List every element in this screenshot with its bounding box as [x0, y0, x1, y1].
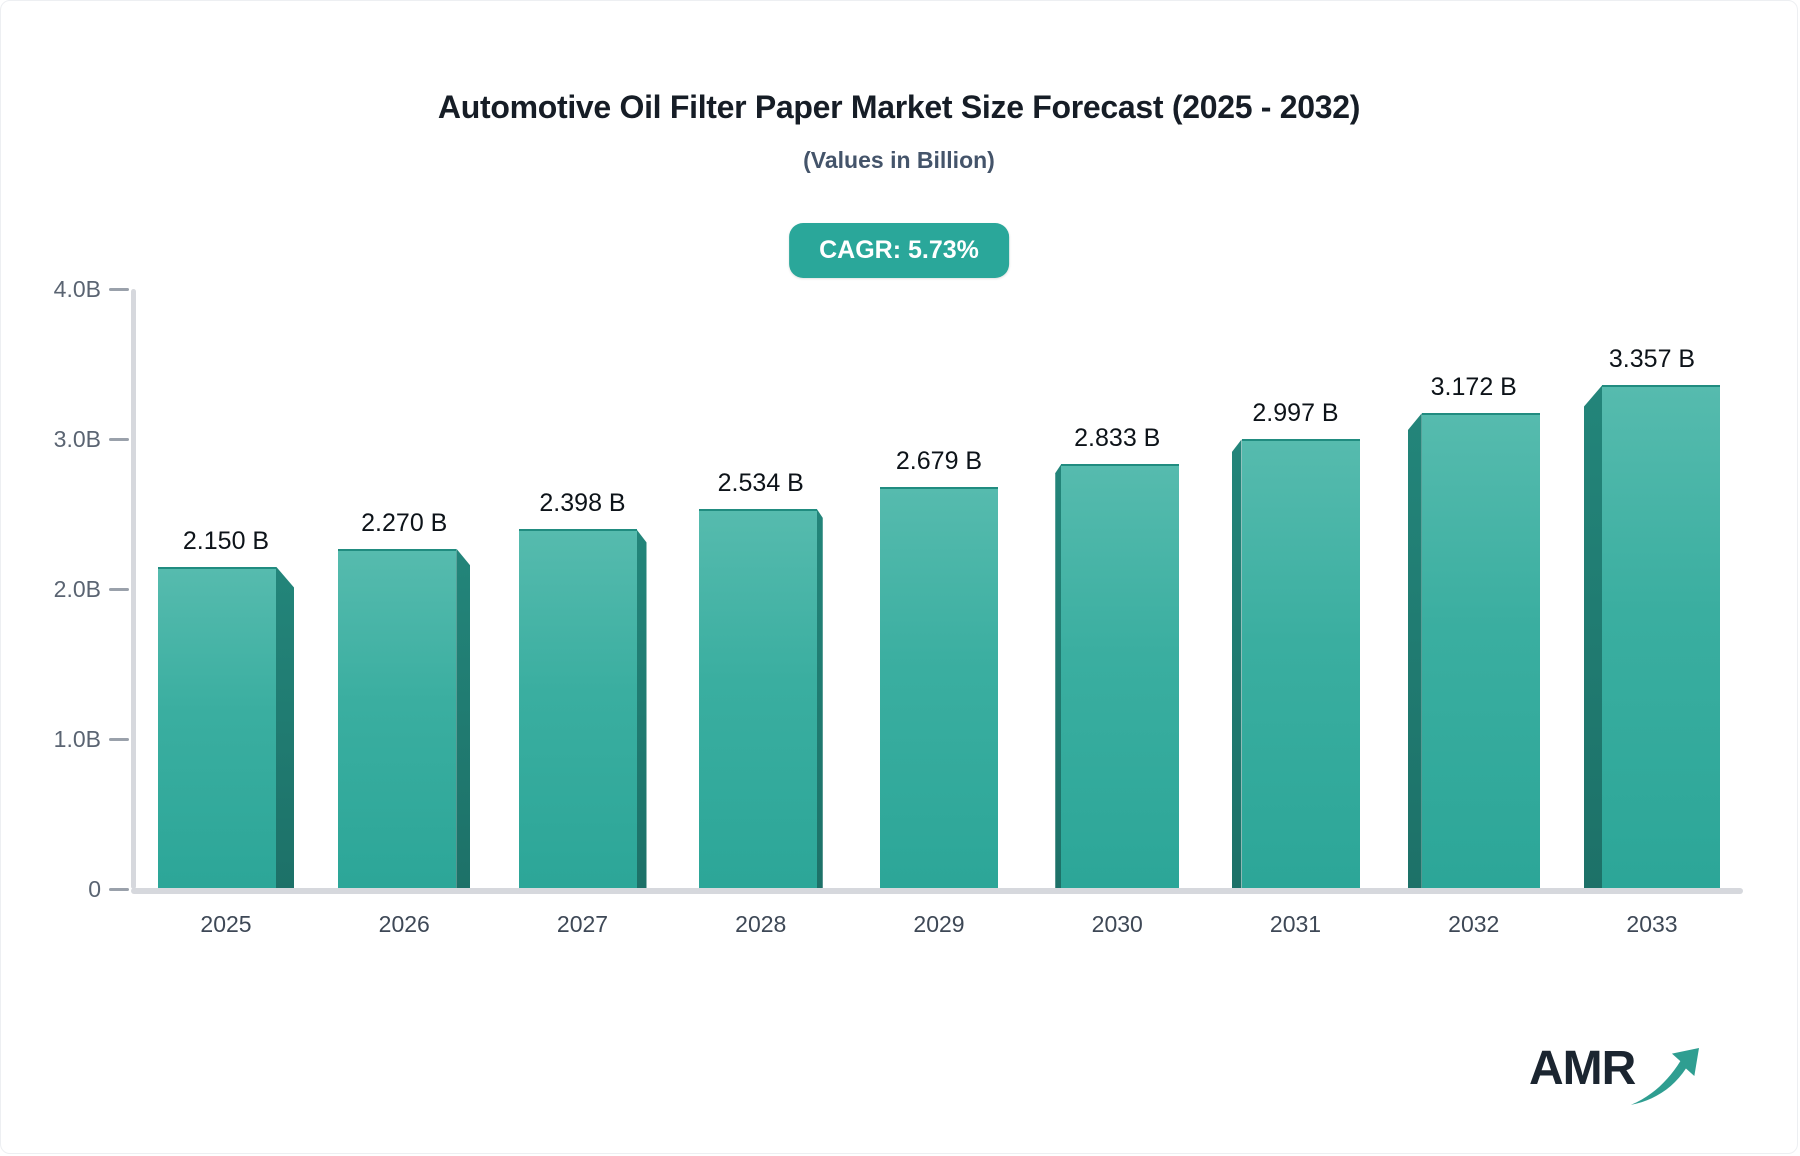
bar — [1231, 439, 1360, 889]
x-tick-label: 2031 — [1269, 911, 1322, 937]
bar-side-face — [636, 529, 647, 889]
bar-value-label: 2.833 B — [1074, 424, 1161, 453]
bar-side-face — [1407, 413, 1422, 889]
bar — [1407, 413, 1540, 889]
bar-slot: 2.997 B — [1207, 289, 1385, 889]
x-axis-labels: 2025 2026 2027 2028 2029 2030 2031 2032 2033 — [137, 911, 1741, 938]
bar-side-face — [276, 566, 294, 889]
y-tick-mark — [109, 288, 129, 291]
bar-side-face — [1055, 464, 1062, 889]
y-tick-label: 1.0B — [53, 726, 101, 752]
amr-logo: AMR — [1529, 1039, 1713, 1109]
bar-front-face — [1602, 385, 1720, 889]
x-axis-line — [131, 888, 1743, 894]
y-tick-mark — [109, 888, 129, 891]
bar-value-label: 3.172 B — [1430, 373, 1517, 402]
bar-side-face — [456, 548, 471, 889]
chart-subtitle: (Values in Billion) — [803, 147, 995, 173]
y-tick-label: 4.0B — [53, 276, 101, 302]
bar-front-face — [698, 508, 817, 889]
bar-value-label: 2.679 B — [895, 447, 983, 476]
bar-slot: 3.172 B — [1385, 289, 1563, 889]
bar — [518, 529, 647, 889]
bar-slot: 3.357 B — [1563, 289, 1741, 889]
bar-front-face — [1421, 413, 1540, 889]
x-tick-label: 2032 — [1448, 911, 1500, 937]
bar-front-face — [1061, 464, 1180, 889]
bar — [1055, 464, 1180, 889]
bar — [1584, 385, 1720, 889]
bar-front-face — [1241, 439, 1360, 889]
bar-slot: 2.833 B — [1028, 289, 1206, 889]
bar-front-face — [880, 487, 998, 889]
y-tick-label: 2.0B — [53, 576, 101, 602]
x-tick-label: 2027 — [556, 911, 609, 937]
x-tick-label: 2025 — [200, 911, 252, 937]
growth-arrow-icon — [1631, 1048, 1700, 1105]
bar-slot: 2.270 B — [315, 289, 493, 889]
bar-front-face — [338, 548, 457, 889]
y-tick-mark — [109, 438, 129, 441]
y-axis-line — [131, 289, 136, 889]
bar — [698, 508, 823, 889]
x-tick-label: 2026 — [378, 911, 430, 937]
x-tick-label: 2029 — [913, 911, 965, 937]
y-tick-mark — [109, 738, 129, 741]
bar-value-label: 2.997 B — [1252, 399, 1339, 428]
x-tick-label: 2030 — [1091, 911, 1143, 937]
x-tick-label: 2033 — [1626, 911, 1678, 937]
bar-front-face — [158, 566, 276, 889]
bar-value-label: 2.150 B — [182, 526, 270, 555]
amr-logo-text: AMR — [1529, 1042, 1636, 1095]
page-title: Automotive Oil Filter Paper Market Size … — [437, 89, 1361, 125]
x-tick-label: 2028 — [735, 911, 787, 937]
cagr-badge: CAGR: 5.73% — [789, 223, 1009, 278]
bar-side-face — [1584, 385, 1602, 889]
bar-value-label: 2.270 B — [361, 508, 448, 537]
bar-value-label: 2.534 B — [717, 468, 804, 497]
bar-side-face — [816, 508, 823, 889]
bar-slot: 2.534 B — [672, 289, 850, 889]
bar — [158, 566, 294, 889]
y-tick-label: 3.0B — [53, 426, 101, 452]
y-tick-label: 0 — [88, 876, 101, 902]
bar — [338, 548, 471, 889]
y-tick-mark — [109, 588, 129, 591]
bar-value-label: 3.357 B — [1608, 345, 1696, 374]
bar — [880, 487, 998, 889]
bar-slot: 2.150 B — [137, 289, 315, 889]
bar-value-label: 2.398 B — [539, 489, 626, 518]
bar-slot: 2.679 B — [850, 289, 1028, 889]
bar-slot: 2.398 B — [494, 289, 672, 889]
bar-front-face — [518, 529, 637, 889]
bars-row: 2.150 B 2.270 B 2.398 B 2.534 B 2.679 B 2.833… — [137, 289, 1741, 889]
bar-side-face — [1231, 439, 1242, 889]
